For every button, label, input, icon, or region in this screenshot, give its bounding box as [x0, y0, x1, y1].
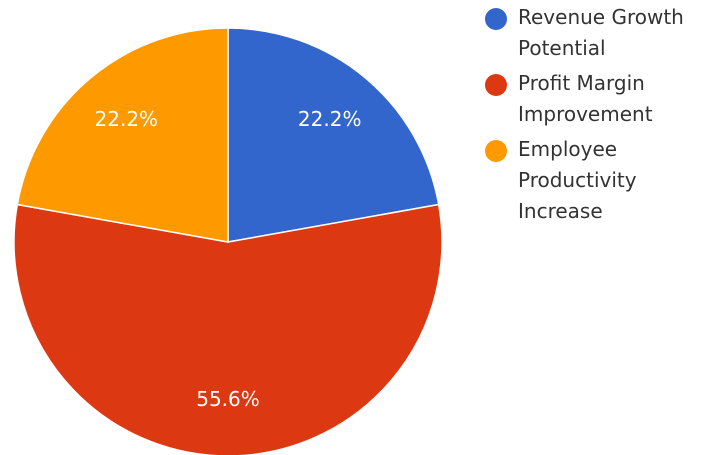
legend-swatch: [485, 8, 507, 30]
pie-slice: [16, 27, 229, 243]
slice-label: 22.2%: [95, 107, 159, 131]
slice-label: 55.6%: [196, 387, 260, 411]
legend: Revenue Growth Potential Profit Margin Im…: [482, 2, 710, 231]
pie-slice: [13, 203, 443, 455]
legend-swatch: [485, 140, 507, 162]
legend-swatch: [485, 74, 507, 96]
legend-item: Revenue Growth Potential: [482, 2, 710, 64]
legend-label: Employee Productivity Increase: [518, 137, 637, 223]
legend-item: Employee Productivity Increase: [482, 134, 710, 227]
legend-label: Revenue Growth Potential: [518, 5, 684, 60]
legend-item: Profit Margin Improvement: [482, 68, 710, 130]
legend-label: Profit Margin Improvement: [518, 71, 653, 126]
pie-slice: [227, 27, 440, 243]
slice-label: 22.2%: [298, 107, 362, 131]
